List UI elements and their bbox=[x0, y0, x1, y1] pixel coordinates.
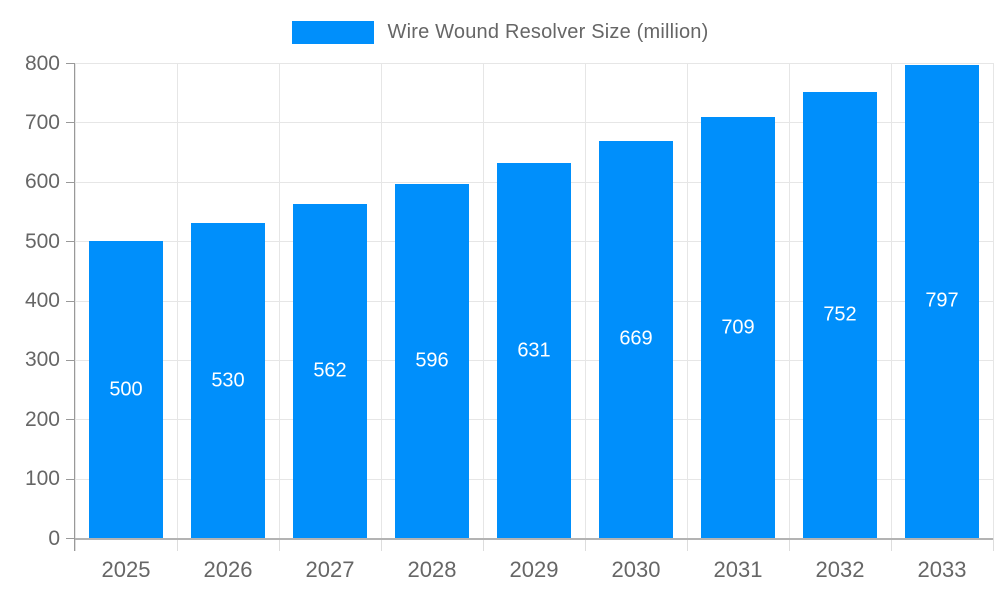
x-gridline bbox=[177, 63, 178, 538]
y-axis-tick bbox=[66, 63, 75, 64]
x-axis-tick bbox=[279, 538, 280, 551]
bar-value-label: 752 bbox=[823, 303, 857, 326]
bar-2029[interactable]: 631 bbox=[497, 163, 571, 538]
legend-label: Wire Wound Resolver Size (million) bbox=[387, 20, 709, 43]
y-axis-label: 700 bbox=[24, 110, 60, 134]
x-axis-label: 2029 bbox=[509, 557, 559, 582]
x-gridline bbox=[789, 63, 790, 538]
x-axis-tick bbox=[891, 538, 892, 551]
bar-2026[interactable]: 530 bbox=[191, 223, 265, 538]
bar-2031[interactable]: 709 bbox=[701, 117, 775, 538]
legend-swatch-icon bbox=[291, 20, 374, 44]
y-axis-label: 400 bbox=[24, 289, 60, 312]
bar-value-label: 797 bbox=[925, 289, 959, 312]
x-axis-label: 2027 bbox=[305, 557, 355, 582]
bar-2027[interactable]: 562 bbox=[293, 204, 367, 538]
y-axis-tick bbox=[66, 181, 75, 183]
bar-value-label: 530 bbox=[211, 369, 245, 392]
x-gridline bbox=[585, 63, 586, 538]
x-gridline bbox=[483, 63, 484, 538]
bar-2025[interactable]: 500 bbox=[89, 241, 163, 538]
bar-value-label: 709 bbox=[721, 316, 755, 339]
x-axis-line bbox=[75, 538, 993, 540]
x-axis-tick bbox=[381, 538, 382, 551]
x-axis-tick bbox=[789, 538, 790, 551]
x-axis-tick bbox=[177, 538, 178, 551]
y-gridline bbox=[75, 122, 993, 124]
x-axis-tick bbox=[585, 538, 586, 551]
x-axis-tick bbox=[687, 538, 688, 551]
x-gridline bbox=[381, 63, 382, 538]
y-gridline bbox=[75, 63, 993, 64]
y-axis-tick bbox=[66, 241, 75, 243]
y-axis-label: 200 bbox=[24, 407, 60, 431]
x-axis-tick bbox=[483, 538, 484, 551]
y-axis-label: 300 bbox=[24, 348, 60, 372]
y-axis-tick bbox=[66, 538, 75, 539]
x-gridline bbox=[279, 63, 280, 538]
bar-value-label: 631 bbox=[517, 339, 551, 362]
x-axis-label: 2031 bbox=[713, 557, 763, 582]
y-axis-label: 600 bbox=[24, 170, 60, 194]
bar-value-label: 669 bbox=[619, 327, 653, 350]
bar-value-label: 596 bbox=[415, 349, 449, 372]
x-axis-label: 2030 bbox=[611, 557, 661, 582]
x-gridline bbox=[891, 63, 892, 538]
x-axis-tick bbox=[993, 538, 994, 551]
bar-2033[interactable]: 797 bbox=[905, 64, 979, 538]
y-axis-label: 0 bbox=[48, 526, 60, 550]
x-gridline bbox=[687, 63, 688, 538]
y-axis-label: 800 bbox=[24, 51, 60, 75]
x-axis-label: 2025 bbox=[101, 557, 151, 582]
y-axis-tick bbox=[66, 478, 75, 480]
y-axis-label: 100 bbox=[24, 467, 60, 491]
legend-item[interactable]: Wire Wound Resolver Size (million) bbox=[0, 12, 1000, 52]
x-axis-tick bbox=[75, 538, 76, 551]
y-axis-line bbox=[74, 63, 75, 551]
bar-value-label: 562 bbox=[313, 359, 347, 382]
x-axis-label: 2026 bbox=[203, 557, 253, 582]
x-axis-label: 2028 bbox=[407, 557, 457, 582]
y-axis-tick bbox=[66, 300, 75, 302]
bar-2032[interactable]: 752 bbox=[803, 91, 877, 538]
bar-2030[interactable]: 669 bbox=[599, 140, 673, 538]
x-gridline bbox=[75, 63, 76, 538]
y-axis-tick bbox=[66, 122, 75, 124]
bar-value-label: 500 bbox=[109, 378, 143, 401]
x-axis-label: 2032 bbox=[815, 557, 865, 582]
y-axis-label: 500 bbox=[24, 229, 60, 253]
y-axis-tick bbox=[66, 359, 75, 361]
y-axis-tick bbox=[66, 419, 75, 421]
x-axis-label: 2033 bbox=[917, 557, 967, 582]
bar-2028[interactable]: 596 bbox=[395, 184, 469, 538]
x-gridline bbox=[993, 63, 994, 538]
